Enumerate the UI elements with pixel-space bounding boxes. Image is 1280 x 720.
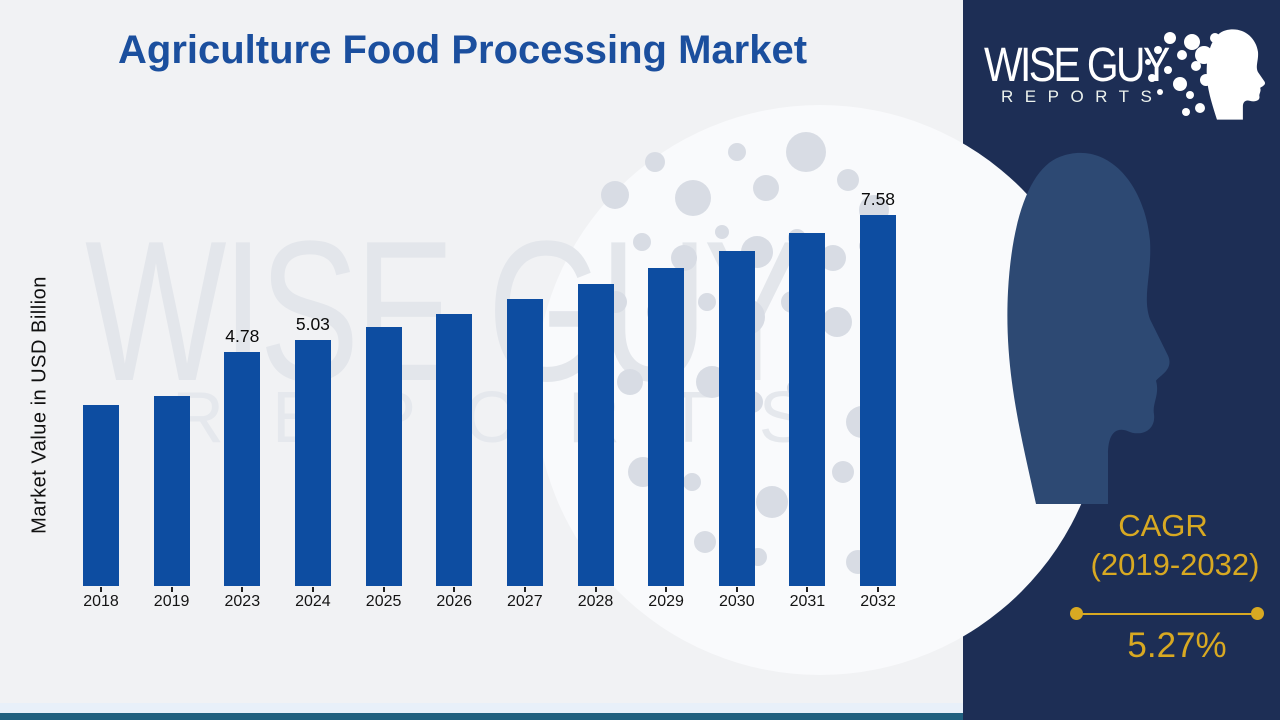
cagr-value: 5.27% — [1127, 626, 1227, 665]
bar — [436, 314, 473, 586]
bar — [506, 299, 543, 586]
x-tick-label: 2024 — [295, 593, 331, 610]
x-tick-label: 2019 — [153, 593, 190, 610]
x-tick-label: 2030 — [719, 593, 755, 610]
logo-face-icon — [1145, 29, 1266, 120]
x-tick-label: 2027 — [507, 593, 543, 610]
bottom-strip-teal — [0, 713, 963, 720]
x-tick — [523, 587, 526, 592]
bar — [718, 251, 755, 586]
cagr-divider-dot-left — [1070, 607, 1083, 620]
x-tick — [665, 587, 668, 592]
x-tick — [311, 587, 314, 592]
cagr-heading: CAGR — [1118, 508, 1208, 543]
bar — [860, 215, 896, 586]
bar — [83, 405, 119, 586]
cagr-divider-dot-right — [1251, 607, 1264, 620]
bar — [577, 284, 614, 586]
x-tick-label: 2031 — [789, 593, 826, 610]
x-tick-label: 2032 — [860, 593, 896, 610]
bar-value-label: 4.78 — [225, 326, 260, 346]
cagr-divider — [1078, 613, 1258, 615]
page-title: Agriculture Food Processing Market — [118, 28, 808, 72]
x-tick — [382, 587, 385, 592]
bar-value-label: 7.58 — [860, 189, 896, 209]
x-tick-label: 2029 — [648, 593, 684, 610]
x-tick-label: 2025 — [365, 593, 402, 610]
logo-wordmark: WISE GUY — [984, 39, 1170, 92]
bar — [224, 352, 261, 586]
x-tick-label: 2018 — [83, 593, 119, 610]
x-tick — [453, 587, 456, 592]
bar — [789, 233, 826, 586]
logo-subtext: REPORTS — [1001, 87, 1164, 106]
bar — [648, 268, 685, 586]
watermark-subtext: REPORTS — [172, 382, 855, 454]
x-tick — [100, 587, 102, 592]
bar — [294, 340, 331, 586]
x-tick — [877, 587, 879, 592]
x-tick — [594, 587, 597, 592]
bar-value-label: 5.03 — [295, 314, 330, 334]
x-tick — [241, 587, 244, 592]
bar — [365, 327, 402, 586]
x-tick — [170, 587, 173, 592]
y-axis-label: Market Value in USD Billion — [28, 276, 51, 534]
x-tick-label: 2026 — [436, 593, 472, 610]
bottom-strip-light — [0, 703, 963, 713]
cagr-range: (2019-2032) — [1090, 547, 1260, 582]
x-tick-label: 2023 — [224, 593, 261, 610]
x-tick-label: 2028 — [577, 593, 614, 610]
x-tick — [735, 587, 738, 592]
bar — [153, 396, 190, 586]
x-tick — [806, 587, 809, 592]
